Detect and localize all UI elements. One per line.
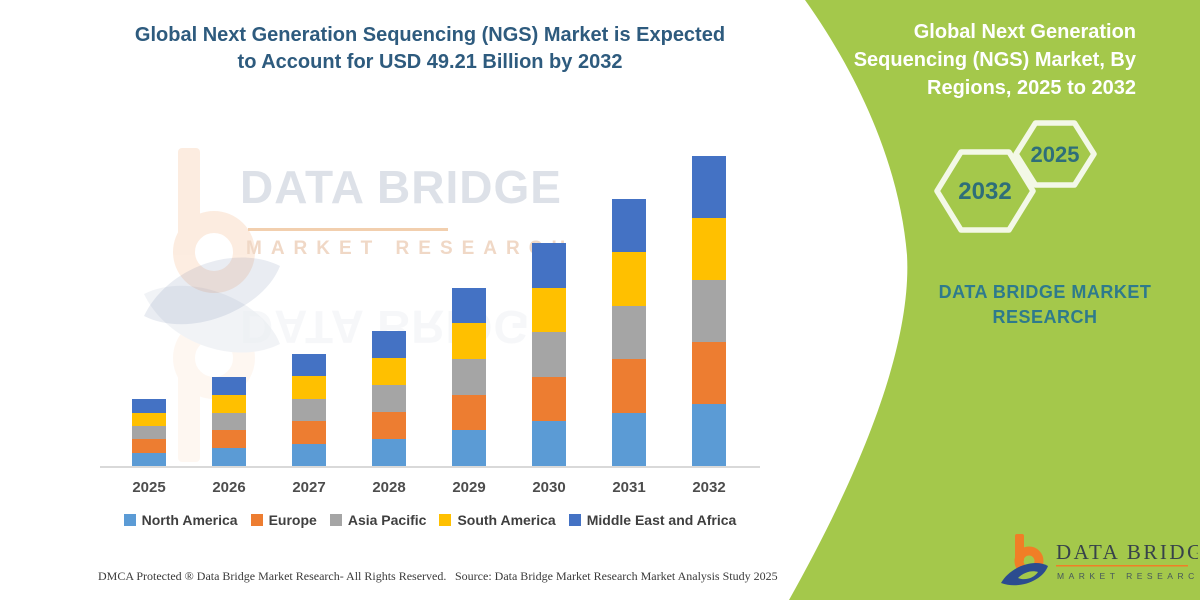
legend-label: Middle East and Africa xyxy=(586,512,737,528)
dbmr-logo-brand-text: DATA BRIDGE xyxy=(1056,540,1198,564)
x-axis-label-2027: 2027 xyxy=(292,479,326,496)
brand-text-line-2: RESEARCH xyxy=(992,307,1098,327)
dbmr-logo: DATA BRIDGE MARKET RESEARCH xyxy=(1001,534,1198,586)
legend-item-middle-east-and-africa: Middle East and Africa xyxy=(568,512,737,528)
footer-source-text: Source: Data Bridge Market Research Mark… xyxy=(455,569,778,583)
legend-swatch-icon xyxy=(439,514,452,526)
chart-legend: North America Europe Asia Pacific South Ame… xyxy=(100,512,760,528)
chart-title-line-2: to Account for USD 49.21 Billion by 2032 xyxy=(237,51,623,73)
page-title: Global Next Generation Sequencing (NGS) … xyxy=(100,22,760,76)
legend-label: South America xyxy=(457,512,556,528)
legend-label: Asia Pacific xyxy=(347,512,427,528)
dbmr-logo-divider xyxy=(1056,565,1188,567)
legend-label: North America xyxy=(141,512,238,528)
right-title-line-1: Global Next Generation xyxy=(913,21,1136,43)
hexagon-2025-icon xyxy=(1013,120,1097,188)
x-axis-label-2025: 2025 xyxy=(132,479,166,496)
legend-item-north-america: North America xyxy=(123,512,238,528)
legend-item-europe: Europe xyxy=(250,512,317,528)
x-axis-label-2031: 2031 xyxy=(612,479,646,496)
brand-text: DATA BRIDGE MARKET RESEARCH xyxy=(930,280,1160,330)
dbmr-logo-icon xyxy=(1001,534,1048,586)
legend-item-asia-pacific: Asia Pacific xyxy=(329,512,427,528)
x-axis-label-2030: 2030 xyxy=(532,479,566,496)
legend-item-south-america: South America xyxy=(439,512,556,528)
chart-title-line-1: Global Next Generation Sequencing (NGS) … xyxy=(134,24,726,46)
x-axis-label-2026: 2026 xyxy=(212,479,246,496)
x-axis-label-2032: 2032 xyxy=(692,479,726,496)
hexagon-2032-icon xyxy=(934,149,1036,233)
right-title-line-3: Regions, 2025 to 2032 xyxy=(927,77,1136,99)
legend-swatch-icon xyxy=(123,514,136,526)
x-axis-line xyxy=(100,466,760,468)
dbmr-logo-sub-text: MARKET RESEARCH xyxy=(1057,571,1198,581)
right-panel-title: Global Next Generation Sequencing (NGS) … xyxy=(830,18,1136,102)
legend-label: Europe xyxy=(268,512,317,528)
hexagon-group: 2032 2025 xyxy=(934,120,1097,233)
brand-text-line-1: DATA BRIDGE MARKET xyxy=(938,282,1152,302)
x-axis-labels: 2025 2026 2027 2028 2029 2030 2031 2032 xyxy=(0,479,1200,499)
right-title-line-2: Sequencing (NGS) Market, By xyxy=(853,49,1136,71)
hexagon-2032-label: 2032 xyxy=(958,178,1011,205)
legend-swatch-icon xyxy=(250,514,263,526)
footer-dmca-text: DMCA Protected ® Data Bridge Market Rese… xyxy=(98,569,447,583)
x-axis-label-2028: 2028 xyxy=(372,479,406,496)
legend-swatch-icon xyxy=(329,514,342,526)
legend-swatch-icon xyxy=(568,514,581,526)
x-axis-label-2029: 2029 xyxy=(452,479,486,496)
hexagon-2025-label: 2025 xyxy=(1031,142,1080,167)
